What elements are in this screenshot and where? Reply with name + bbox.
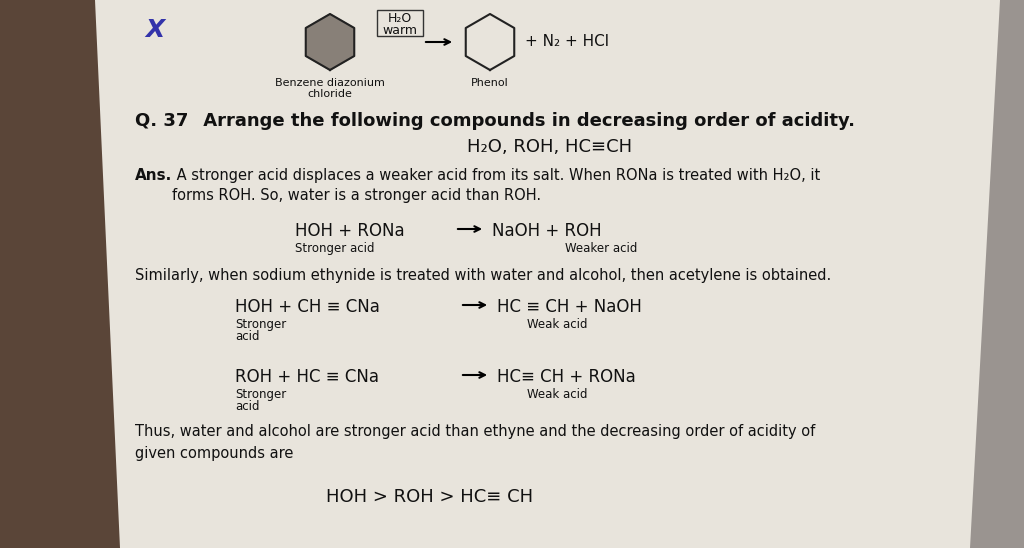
Text: given compounds are: given compounds are [135, 446, 293, 461]
Text: Weaker acid: Weaker acid [565, 242, 637, 255]
Text: H₂O, ROH, HC≡CH: H₂O, ROH, HC≡CH [467, 138, 633, 156]
Text: NaOH + ROH: NaOH + ROH [492, 222, 602, 240]
Polygon shape [306, 14, 354, 70]
Text: H₂O: H₂O [388, 12, 412, 25]
Text: Stronger: Stronger [234, 388, 287, 401]
Text: chloride: chloride [307, 89, 352, 99]
Text: Weak acid: Weak acid [527, 388, 588, 401]
Text: Weak acid: Weak acid [527, 318, 588, 331]
Text: acid: acid [234, 330, 259, 343]
Text: X: X [145, 18, 165, 42]
Text: forms ROH. So, water is a stronger acid than ROH.: forms ROH. So, water is a stronger acid … [135, 188, 541, 203]
Text: + N₂ + HCl: + N₂ + HCl [525, 35, 609, 49]
Text: HC ≡ CH + NaOH: HC ≡ CH + NaOH [497, 298, 642, 316]
Text: Phenol: Phenol [471, 78, 509, 88]
Text: HOH + CH ≡ CNa: HOH + CH ≡ CNa [234, 298, 380, 316]
Polygon shape [961, 0, 1024, 548]
Text: HOH + RONa: HOH + RONa [295, 222, 404, 240]
Text: warm: warm [383, 24, 418, 37]
Polygon shape [0, 0, 150, 548]
Text: acid: acid [234, 400, 259, 413]
Text: Thus, water and alcohol are stronger acid than ethyne and the decreasing order o: Thus, water and alcohol are stronger aci… [135, 424, 815, 439]
Text: Ans.: Ans. [135, 168, 172, 183]
Polygon shape [95, 0, 1000, 548]
Text: Stronger: Stronger [234, 318, 287, 331]
Text: Q. 37: Q. 37 [135, 112, 188, 130]
Text: HC≡ CH + RONa: HC≡ CH + RONa [497, 368, 636, 386]
Text: Benzene diazonium: Benzene diazonium [275, 78, 385, 88]
Text: Stronger acid: Stronger acid [295, 242, 375, 255]
Text: ROH + HC ≡ CNa: ROH + HC ≡ CNa [234, 368, 379, 386]
Text: Arrange the following compounds in decreasing order of acidity.: Arrange the following compounds in decre… [197, 112, 855, 130]
Text: A stronger acid displaces a weaker acid from its salt. When RONa is treated with: A stronger acid displaces a weaker acid … [172, 168, 820, 183]
Text: Similarly, when sodium ethynide is treated with water and alcohol, then acetylen: Similarly, when sodium ethynide is treat… [135, 268, 831, 283]
Text: HOH > ROH > HC≡ CH: HOH > ROH > HC≡ CH [327, 488, 534, 506]
